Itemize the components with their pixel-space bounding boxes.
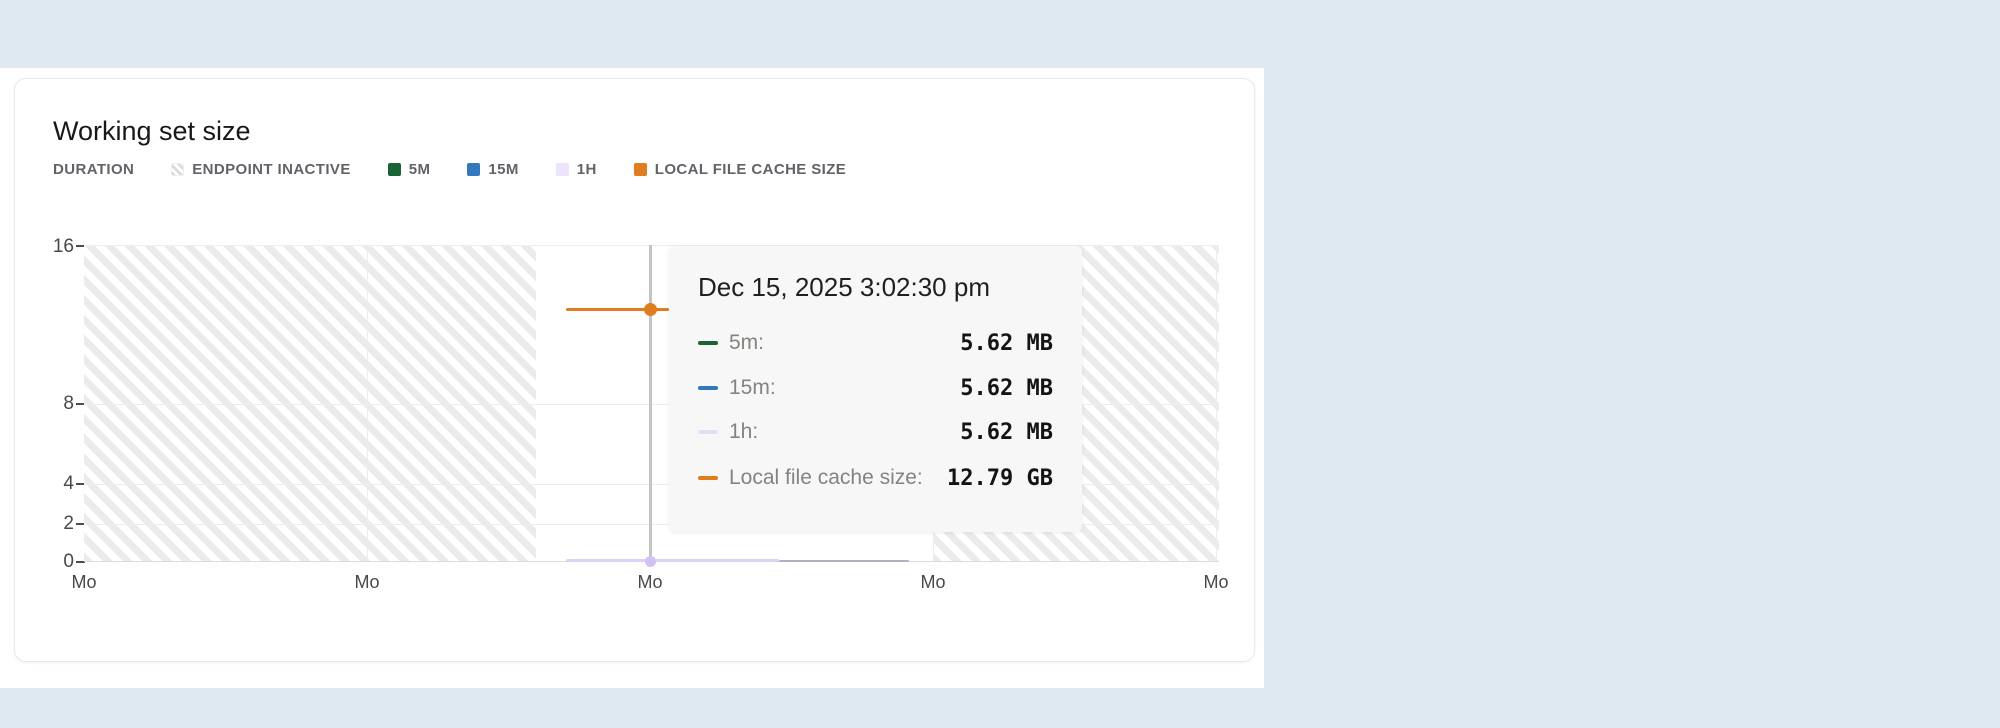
y-axis-tick [76, 245, 85, 247]
vertical-gridline [367, 245, 368, 562]
series-line-15m [779, 560, 909, 562]
series-line-local-file-cache [566, 308, 669, 311]
tooltip-row-15m: 15m: 5.62 MB [698, 374, 1053, 402]
legend-item-label: 1H [576, 160, 597, 178]
tooltip-row-label: 5m: [729, 331, 765, 354]
legend-item-15m[interactable]: 15M [467, 161, 518, 178]
legend-item-1h[interactable]: 1H [555, 160, 597, 178]
hover-crosshair [649, 245, 652, 562]
y-axis-tick [76, 403, 85, 405]
legend-item-5m[interactable]: 5M [387, 160, 431, 178]
chart-legend: DURATION ENDPOINT INACTIVE 5M 15M 1H LOC… [53, 159, 846, 179]
tooltip-row-label: 1h: [729, 420, 759, 443]
green-dash-icon [698, 341, 718, 345]
x-axis-label: Mo [637, 572, 663, 592]
x-axis-label: Mo [920, 572, 946, 592]
y-axis-tick [76, 523, 85, 525]
legend-item-label: 5M [408, 160, 431, 178]
tooltip-timestamp: Dec 15, 2025 3:02:30 pm [698, 272, 990, 302]
legend-duration-label: DURATION [53, 160, 135, 178]
legend-item-label: ENDPOINT INACTIVE [192, 160, 351, 178]
tooltip-row-label: 15m: [729, 376, 776, 399]
tooltip-row-1h: 1h: 5.62 MB [698, 418, 1053, 446]
orange-swatch-icon [633, 162, 647, 176]
x-axis-label: Mo [1203, 572, 1229, 592]
x-axis-label: Mo [354, 572, 380, 592]
blue-swatch-icon [467, 162, 481, 176]
y-axis-label-2: 2 [63, 513, 74, 534]
tooltip-row-value: 5.62 MB [960, 419, 1053, 445]
endpoint-inactive-region-left [84, 245, 536, 562]
y-axis-label-8: 8 [63, 393, 74, 414]
y-axis-tick [76, 483, 85, 485]
hatch-swatch-icon [171, 162, 185, 176]
legend-item-endpoint-inactive[interactable]: ENDPOINT INACTIVE [171, 161, 350, 178]
orange-dash-icon [698, 476, 718, 480]
working-set-size-card: Working set size DURATION ENDPOINT INACT… [14, 78, 1255, 662]
y-axis-tick [76, 561, 85, 563]
blue-dash-icon [698, 386, 718, 390]
x-axis-label: Mo [71, 572, 97, 592]
tooltip-row-value: 5.62 MB [960, 330, 1053, 356]
legend-item-local-file-cache-size[interactable]: LOCAL FILE CACHE SIZE [633, 160, 847, 178]
y-axis-label-4: 4 [63, 473, 74, 494]
series-line-1h [566, 559, 779, 562]
chart-title: Working set size [53, 116, 251, 146]
hover-marker-1h [645, 556, 656, 567]
tooltip-row-label: Local file cache size: [729, 466, 923, 489]
legend-item-label: 15M [488, 160, 519, 178]
tooltip-row-5m: 5m: 5.62 MB [698, 329, 1053, 357]
y-axis-label-0: 0 [63, 551, 74, 572]
vertical-gridline [1216, 245, 1217, 562]
tooltip-row-local-file-cache-size: Local file cache size: 12.79 GB [698, 464, 1053, 492]
y-axis-label-16: 16 [52, 236, 74, 257]
lavender-dash-icon [698, 430, 718, 434]
lavender-swatch-icon [555, 162, 569, 176]
tooltip-row-value: 12.79 GB [947, 465, 1053, 491]
tooltip-row-value: 5.62 MB [960, 375, 1053, 401]
hover-marker-local-file-cache [644, 303, 657, 316]
legend-item-label: LOCAL FILE CACHE SIZE [654, 160, 847, 178]
green-swatch-icon [387, 162, 401, 176]
chart-tooltip: Dec 15, 2025 3:02:30 pm 5m: 5.62 MB 15m:… [669, 246, 1082, 532]
